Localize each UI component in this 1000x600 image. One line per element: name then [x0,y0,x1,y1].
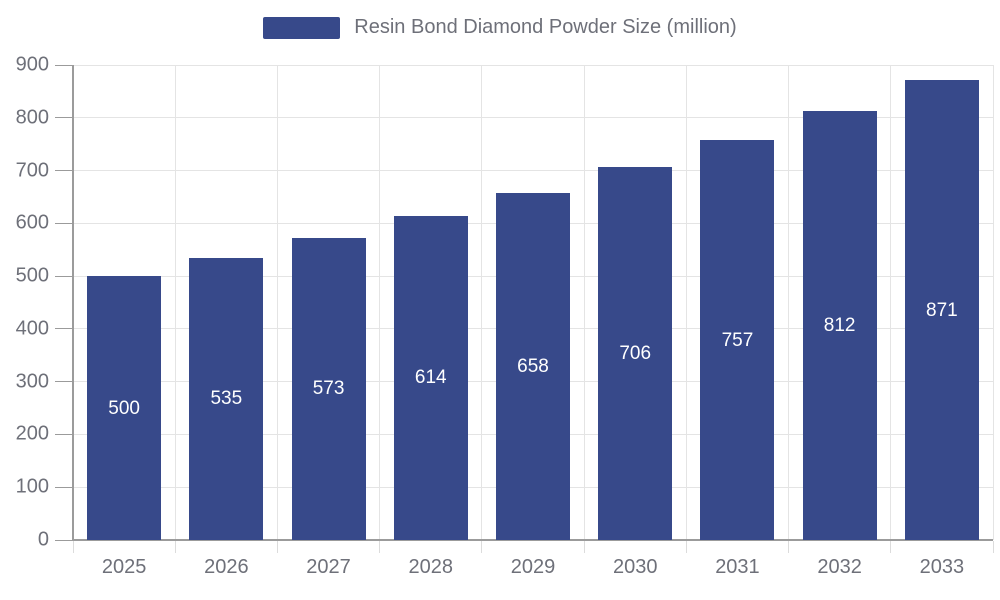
gridline-vertical [992,65,994,540]
y-axis-tick [55,486,73,488]
y-axis-tick-label: 100 [15,475,49,498]
gridline-vertical [890,65,892,540]
y-axis-tick-label: 900 [15,53,49,76]
y-axis-tick-label: 500 [15,264,49,287]
y-axis-tick [55,328,73,330]
bar-2030[interactable]: 706 [598,167,673,540]
x-axis-tick [890,541,892,553]
x-axis-category-label: 2032 [817,556,862,578]
x-axis-category-label: 2033 [919,556,965,578]
bar-2026[interactable]: 535 [189,257,264,540]
bar-2025[interactable]: 500 [87,276,162,540]
y-axis-tick [55,539,73,541]
bar-2033[interactable]: 871 [904,80,979,540]
x-axis-tick [788,541,790,553]
y-axis-tick-label: 200 [15,422,49,445]
y-axis-tick [55,222,73,224]
x-axis-category-label: 2029 [510,556,556,578]
x-axis-tick [379,541,381,553]
legend: Resin Bond Diamond Powder Size (million) [0,16,1000,39]
x-axis-category-label: 2027 [306,556,351,578]
bar-value-label: 871 [926,299,958,321]
y-axis-tick [55,117,73,119]
bar-2027[interactable]: 573 [291,237,366,540]
x-axis-category-label: 2026 [204,556,249,578]
plot-area: 0 100 200 300 400 500 600 700 800 900 500 2025 535 20… [16,54,994,578]
x-axis-line [72,539,993,541]
y-axis-tick [55,170,73,172]
y-axis-line [72,65,74,540]
bar-2032[interactable]: 812 [802,111,877,540]
x-axis-tick [481,541,483,553]
bar-value-label: 757 [721,329,754,351]
x-axis-tick [72,541,74,553]
y-axis-tick-label: 400 [15,317,49,340]
gridline-vertical [583,65,585,540]
gridline-vertical [788,65,790,540]
x-axis-category-label: 2025 [101,556,147,578]
x-axis-category-label: 2031 [715,556,760,578]
gridline-vertical [276,65,278,540]
bar-value-label: 812 [823,315,856,337]
y-axis-tick-label: 800 [15,106,49,129]
gridline-vertical [481,65,483,540]
y-axis-tick [55,64,73,66]
x-axis-category-label: 2028 [408,556,454,578]
bar-value-label: 706 [619,343,652,365]
x-axis-tick [583,541,585,553]
gridline-horizontal [73,64,993,66]
legend-item[interactable]: Resin Bond Diamond Powder Size (million) [263,16,737,39]
gridline-vertical [174,65,176,540]
bar-value-label: 658 [517,355,549,377]
gridline-vertical [685,65,687,540]
legend-swatch [263,16,341,39]
y-axis-tick-label: 700 [15,159,49,182]
bar-value-label: 614 [414,367,447,389]
y-axis-tick-label: 600 [15,211,49,234]
bar-2028[interactable]: 614 [393,215,468,540]
y-axis-tick [55,275,73,277]
bar-value-label: 573 [312,378,345,400]
bar-value-label: 500 [108,397,140,419]
y-axis-tick-label: 0 [37,528,49,551]
bar-value-label: 535 [210,388,243,410]
gridline-vertical [379,65,381,540]
y-axis-tick-label: 300 [15,370,49,393]
bar-2031[interactable]: 757 [700,140,775,540]
x-axis-tick [174,541,176,553]
x-axis-tick [685,541,687,553]
bar-2029[interactable]: 658 [496,192,570,540]
x-axis-tick [992,541,994,553]
y-axis-tick [55,433,73,435]
x-axis-category-label: 2030 [612,556,658,578]
x-axis-tick [276,541,278,553]
y-axis-tick [55,381,73,383]
legend-label: Resin Bond Diamond Powder Size (million) [354,16,737,38]
